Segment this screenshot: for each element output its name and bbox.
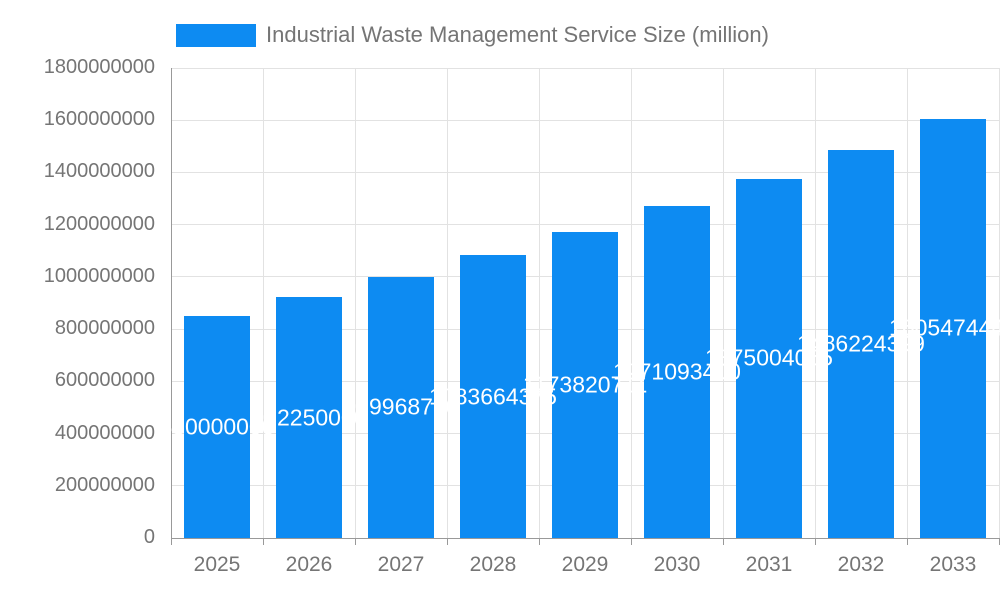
bar-value-label-2026: 922250000: [251, 404, 367, 431]
x-axis-tick: [907, 539, 908, 545]
legend-label: Industrial Waste Management Service Size…: [266, 22, 769, 47]
bar-value-label-2029: 1173820711: [522, 371, 648, 398]
y-axis-tick-label: 1800000000: [43, 56, 155, 78]
bar-2028: [460, 255, 526, 538]
bar-2026: [276, 297, 342, 538]
bar-2031: [736, 178, 802, 538]
bar-value-label-2027: 999968750: [343, 393, 459, 420]
x-axis-tick: [171, 539, 172, 545]
x-axis-label-2029: 2029: [561, 553, 609, 576]
y-axis-tick-label: 600000000: [54, 369, 155, 392]
gridline-vertical: [722, 68, 724, 538]
gridline-vertical: [906, 68, 908, 538]
x-axis-label-2033: 2033: [929, 553, 977, 576]
bar-2033: [920, 118, 986, 538]
gridline-vertical: [538, 68, 540, 538]
bar-2032: [828, 149, 894, 538]
gridline-vertical: [446, 68, 448, 538]
x-axis-tick: [539, 539, 540, 545]
bar-value-label-2025: 850000000: [159, 413, 275, 440]
gridline-horizontal: [171, 171, 1000, 173]
y-axis-tick-label: 1200000000: [43, 212, 155, 235]
y-axis-tick-label: 200000000: [54, 473, 155, 496]
bar-2025: [184, 316, 250, 538]
y-axis-tick-label: 1600000000: [43, 108, 155, 131]
gridline-horizontal: [171, 119, 1000, 121]
x-axis-label-2030: 2030: [653, 553, 701, 576]
gridline-vertical: [354, 68, 356, 538]
legend-swatch: [176, 23, 256, 47]
bar-value-label-2030: 1271093400: [613, 358, 741, 385]
x-axis-line: [171, 538, 1000, 539]
gridline-vertical: [630, 68, 632, 538]
bar-value-label-2032: 1486224399: [797, 330, 925, 357]
x-axis-label-2028: 2028: [469, 553, 517, 576]
x-axis-tick: [263, 539, 264, 545]
gridline-horizontal: [171, 67, 1000, 69]
y-axis-tick-label: 1000000000: [43, 264, 155, 287]
x-axis-tick: [447, 539, 448, 545]
x-axis-tick: [631, 539, 632, 545]
gridline-vertical: [998, 68, 1000, 538]
y-axis-tick-label: 800000000: [54, 317, 155, 340]
gridline-vertical: [262, 68, 264, 538]
bar-2029: [552, 231, 618, 538]
x-axis-label-2032: 2032: [837, 553, 885, 576]
x-axis-label-2026: 2026: [285, 553, 333, 576]
y-axis-tick-label: 1400000000: [43, 160, 155, 183]
y-axis-tick-label: 400000000: [54, 421, 155, 444]
bar-value-label-2028: 1083664375: [429, 383, 557, 410]
x-axis-tick: [723, 539, 724, 545]
x-axis-label-2027: 2027: [377, 553, 425, 576]
x-axis-tick: [815, 539, 816, 545]
legend-item[interactable]: Industrial Waste Management Service Size…: [176, 22, 769, 48]
y-axis-line: [171, 68, 172, 544]
bar-value-label-2031: 1375004065: [705, 344, 833, 371]
x-axis-tick: [355, 539, 356, 545]
gridline-vertical: [814, 68, 816, 538]
y-axis-tick-label: 0: [143, 526, 155, 548]
x-axis-label-2031: 2031: [745, 553, 793, 576]
bar-2030: [644, 206, 710, 538]
bar-value-label-2033: 1605474440: [889, 314, 1000, 341]
bar-2027: [368, 276, 434, 538]
x-axis-label-2025: 2025: [193, 553, 241, 576]
gridline-horizontal: [171, 224, 1000, 226]
